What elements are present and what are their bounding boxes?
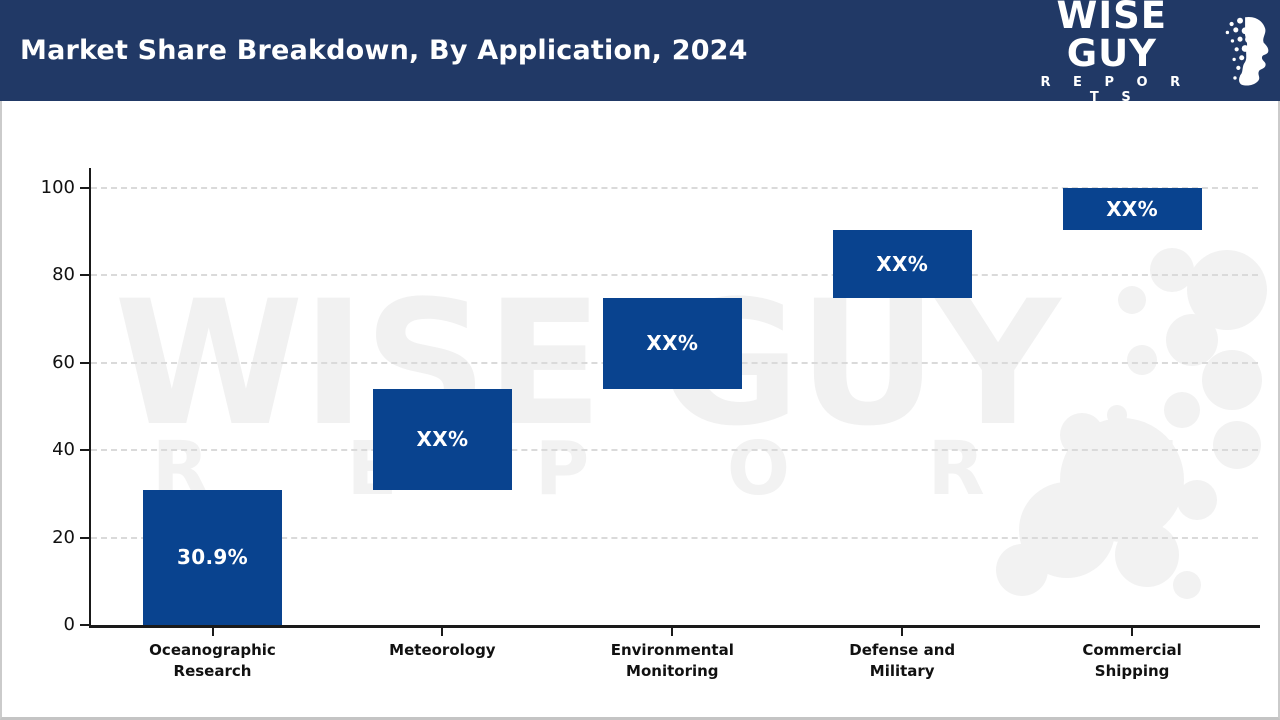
x-tick-2 — [671, 628, 674, 636]
y-tick-100 — [80, 186, 89, 189]
gridline-y100 — [91, 186, 1258, 189]
y-axis-line — [89, 168, 91, 628]
watermark-wordmark: WISE GUY — [114, 263, 1060, 464]
bar-value-label: XX% — [876, 252, 929, 277]
bar-value-label: XX% — [416, 427, 469, 452]
logo-face-icon — [1225, 17, 1269, 86]
y-tick-80 — [80, 274, 89, 276]
x-tick-4 — [1131, 628, 1134, 636]
y-tick-label-100: 100 — [40, 176, 75, 198]
y-tick-20 — [80, 536, 89, 539]
header-banner: Market Share Breakdown, By Application, … — [0, 0, 1280, 105]
logo-wordmark: WISE GUY — [1056, 0, 1168, 75]
x-axis-line — [89, 625, 1260, 628]
y-tick-label-0: 0 — [63, 614, 75, 635]
logo-text: WISE GUY R E P O R T S — [1020, 0, 1204, 105]
gridline-y20 — [91, 536, 1258, 539]
x-category-label: Oceanographic Research — [149, 641, 276, 680]
x-category-label: Meteorology — [389, 641, 496, 659]
bar-value-label: XX% — [646, 331, 699, 356]
wiseguy-logo: WISE GUY R E P O R T S — [1020, 0, 1270, 105]
logo-subtext: R E P O R T S — [1040, 75, 1190, 105]
page-title: Market Share Breakdown, By Application, … — [20, 35, 748, 66]
y-tick-label-20: 20 — [52, 526, 75, 548]
y-tick-label-80: 80 — [52, 264, 75, 285]
bar-environmental: XX% — [602, 298, 742, 389]
bar-oceanographic: 30.9% — [143, 489, 282, 625]
y-tick-label-60: 60 — [52, 351, 75, 373]
x-tick-3 — [901, 628, 904, 636]
x-category-label: Defense and Military — [849, 641, 956, 680]
bar-value-label: XX% — [1106, 196, 1158, 221]
watermark-face-icon — [996, 248, 1267, 599]
y-tick-60 — [80, 361, 89, 364]
y-tick-0 — [80, 624, 89, 626]
bar-meteorology: XX% — [372, 388, 512, 490]
x-category-label: Commercial Shipping — [1082, 641, 1182, 680]
gridline-y80 — [91, 274, 1258, 276]
bar-defense and: XX% — [832, 229, 972, 299]
bar-value-label: 30.9% — [177, 545, 248, 570]
x-tick-1 — [441, 628, 444, 636]
x-category-label: Environmental Monitoring — [610, 641, 734, 680]
bar-commercial: XX% — [1062, 187, 1202, 230]
y-tick-label-40: 40 — [52, 439, 75, 460]
x-tick-0 — [211, 628, 214, 636]
gridline-y40 — [91, 449, 1258, 451]
y-tick-40 — [80, 449, 89, 451]
